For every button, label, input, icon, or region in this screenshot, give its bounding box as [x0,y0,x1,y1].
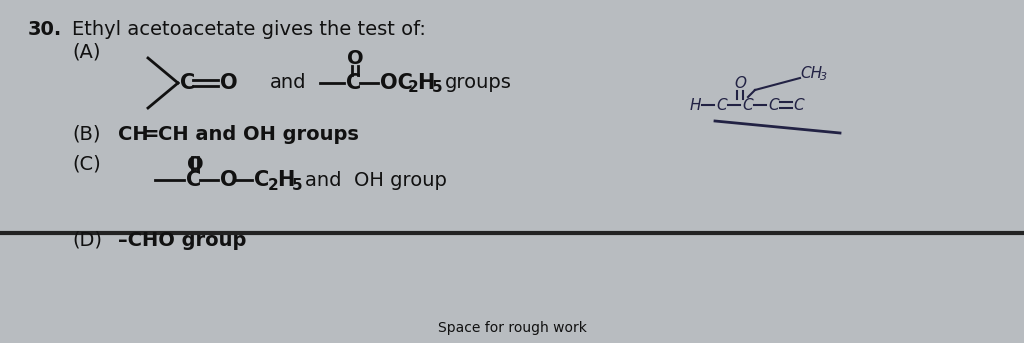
Text: O: O [220,170,238,190]
Text: 5: 5 [432,81,442,95]
Text: C: C [254,170,269,190]
Text: (A): (A) [72,43,100,62]
Text: Ethyl acetoacetate gives the test of:: Ethyl acetoacetate gives the test of: [72,20,426,39]
Text: H: H [278,170,294,190]
Text: 5: 5 [292,177,303,192]
Text: C: C [346,73,361,93]
Text: –CHO group: –CHO group [118,231,247,250]
Text: OC: OC [380,73,413,93]
Text: C: C [793,97,804,113]
Text: 2: 2 [268,177,279,192]
Text: C: C [768,97,778,113]
Text: CH and OH groups: CH and OH groups [158,125,358,144]
Text: C: C [180,73,196,93]
Text: CH: CH [118,125,148,144]
Text: H: H [690,97,701,113]
Text: groups: groups [445,73,512,93]
Text: H: H [417,73,434,93]
Text: 3: 3 [820,72,827,82]
Text: (C): (C) [72,155,100,174]
Text: 2: 2 [408,81,419,95]
Text: C: C [716,97,727,113]
Text: O: O [220,73,238,93]
Text: (B): (B) [72,125,100,144]
Text: O: O [347,48,364,68]
Text: CH: CH [800,66,822,81]
Text: C: C [186,170,202,190]
Text: O: O [734,75,746,91]
Text: O: O [186,155,204,174]
Text: (D): (D) [72,231,102,250]
Text: and  OH group: and OH group [305,170,446,189]
Text: and: and [270,73,306,93]
Text: C: C [742,97,753,113]
Text: =: = [143,125,160,144]
Text: 30.: 30. [28,20,62,39]
Text: Space for rough work: Space for rough work [437,321,587,335]
